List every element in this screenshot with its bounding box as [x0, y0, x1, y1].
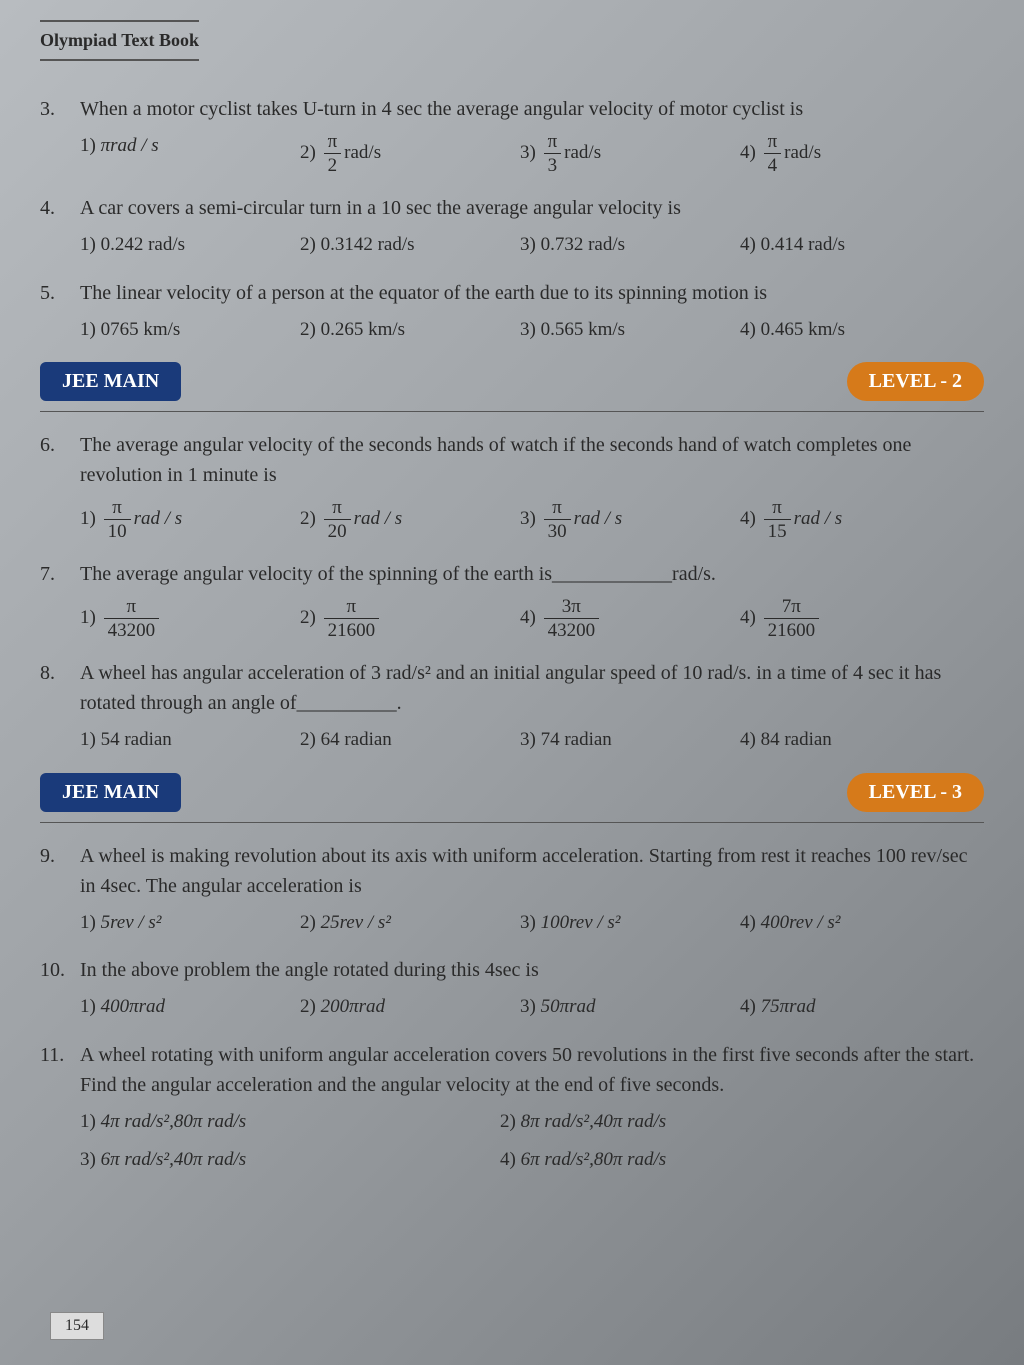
question-10: 10. In the above problem the angle rotat… [40, 955, 984, 1022]
question-text: A wheel has angular acceleration of 3 ra… [80, 662, 941, 714]
question-text: The linear velocity of a person at the e… [80, 282, 767, 304]
option: 3) π3rad/s [520, 132, 700, 175]
question-number: 11. [40, 1040, 64, 1070]
question-number: 6. [40, 430, 55, 460]
option: 4) 0.465 km/s [740, 316, 920, 345]
options-row: 1) 400πrad 2) 200πrad 3) 50πrad 4) 75πra… [80, 993, 984, 1022]
book-header: Olympiad Text Book [40, 20, 199, 61]
question-text: In the above problem the angle rotated d… [80, 959, 539, 981]
question-5: 5. The linear velocity of a person at th… [40, 278, 984, 345]
question-text: The average angular velocity of the spin… [80, 563, 716, 585]
option: 4) 400rev / s² [740, 909, 920, 938]
options-row: 1) π10rad / s 2) π20rad / s 3) π30rad / … [80, 498, 984, 541]
option: 2) 8π rad/s²,40π rad/s [500, 1108, 880, 1137]
question-number: 4. [40, 193, 55, 223]
question-6: 6. The average angular velocity of the s… [40, 430, 984, 541]
option: 3) 0.565 km/s [520, 316, 700, 345]
option: 2) 0.3142 rad/s [300, 231, 480, 260]
divider [40, 411, 984, 412]
jee-main-badge: JEE MAIN [40, 773, 181, 812]
option: 1) πrad / s [80, 132, 260, 175]
question-number: 9. [40, 841, 55, 871]
option: 2) 0.265 km/s [300, 316, 480, 345]
options-row: 1) 0765 km/s 2) 0.265 km/s 3) 0.565 km/s… [80, 316, 984, 345]
option: 1) π10rad / s [80, 498, 260, 541]
option: 2) 25rev / s² [300, 909, 480, 938]
question-11: 11. A wheel rotating with uniform angula… [40, 1040, 984, 1175]
option: 1) 400πrad [80, 993, 260, 1022]
question-text: When a motor cyclist takes U-turn in 4 s… [80, 98, 803, 120]
divider [40, 822, 984, 823]
option: 1) 0765 km/s [80, 316, 260, 345]
option: 2) 200πrad [300, 993, 480, 1022]
question-text: A wheel rotating with uniform angular ac… [80, 1044, 974, 1096]
option: 4) 6π rad/s²,80π rad/s [500, 1146, 880, 1175]
options-row: 1) 4π rad/s²,80π rad/s 2) 8π rad/s²,40π … [80, 1108, 984, 1175]
option: 3) 6π rad/s²,40π rad/s [80, 1146, 460, 1175]
option: 1) 54 radian [80, 726, 260, 755]
question-9: 9. A wheel is making revolution about it… [40, 841, 984, 938]
option: 3) 50πrad [520, 993, 700, 1022]
options-row: 1) 54 radian 2) 64 radian 3) 74 radian 4… [80, 726, 984, 755]
options-row: 1) πrad / s 2) π2rad/s 3) π3rad/s 4) π4r… [80, 132, 984, 175]
option: 3) 0.732 rad/s [520, 231, 700, 260]
option: 1) 0.242 rad/s [80, 231, 260, 260]
level-3-badge: LEVEL - 3 [847, 773, 984, 812]
option: 2) 64 radian [300, 726, 480, 755]
option: 4) 84 radian [740, 726, 920, 755]
option: 4) 7π21600 [740, 597, 920, 640]
question-4: 4. A car covers a semi-circular turn in … [40, 193, 984, 260]
option: 2) π21600 [300, 597, 480, 640]
jee-main-badge: JEE MAIN [40, 362, 181, 401]
option: 1) 4π rad/s²,80π rad/s [80, 1108, 460, 1137]
question-7: 7. The average angular velocity of the s… [40, 559, 984, 640]
option: 4) π15rad / s [740, 498, 920, 541]
question-text: A wheel is making revolution about its a… [80, 845, 968, 897]
question-8: 8. A wheel has angular acceleration of 3… [40, 658, 984, 755]
option: 4) 3π43200 [520, 597, 700, 640]
option: 1) 5rev / s² [80, 909, 260, 938]
option: 3) π30rad / s [520, 498, 700, 541]
question-number: 5. [40, 278, 55, 308]
question-number: 8. [40, 658, 55, 688]
level-2-badge: LEVEL - 2 [847, 362, 984, 401]
option: 4) π4rad/s [740, 132, 920, 175]
option: 2) π20rad / s [300, 498, 480, 541]
option: 4) 0.414 rad/s [740, 231, 920, 260]
question-number: 10. [40, 955, 65, 985]
option: 1) π43200 [80, 597, 260, 640]
question-text: A car covers a semi-circular turn in a 1… [80, 197, 681, 219]
page-number: 154 [50, 1312, 104, 1340]
option: 3) 100rev / s² [520, 909, 700, 938]
options-row: 1) 5rev / s² 2) 25rev / s² 3) 100rev / s… [80, 909, 984, 938]
question-number: 3. [40, 94, 55, 124]
options-row: 1) π43200 2) π21600 4) 3π43200 4) 7π2160… [80, 597, 984, 640]
question-number: 7. [40, 559, 55, 589]
option: 3) 74 radian [520, 726, 700, 755]
question-3: 3. When a motor cyclist takes U-turn in … [40, 94, 984, 175]
option: 4) 75πrad [740, 993, 920, 1022]
question-text: The average angular velocity of the seco… [80, 434, 911, 486]
options-row: 1) 0.242 rad/s 2) 0.3142 rad/s 3) 0.732 … [80, 231, 984, 260]
option: 2) π2rad/s [300, 132, 480, 175]
